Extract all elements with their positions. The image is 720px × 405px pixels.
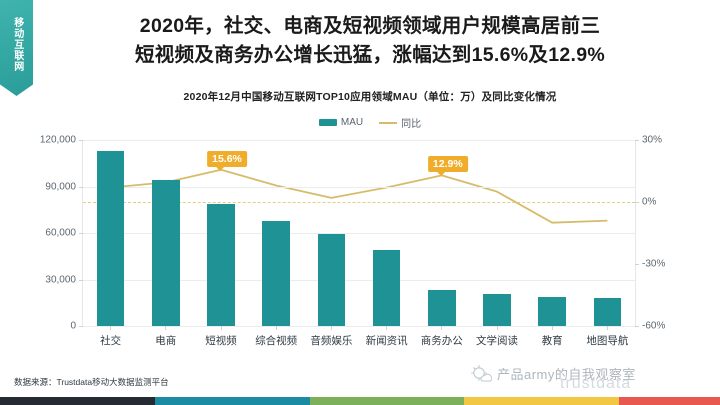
x-axis-category-label: 商务办公: [420, 335, 463, 347]
bar-综合视频[interactable]: [262, 220, 290, 326]
trend-line-path: [110, 168, 608, 224]
title-line-2: 短视频及商务办公增长迅猛，涨幅达到15.6%及12.9%: [135, 44, 605, 67]
y-axis-left-tickmark: [79, 279, 83, 281]
sidebar-category-label: 移动互联网: [11, 16, 23, 72]
bar-教育[interactable]: [538, 296, 566, 326]
bar-社交[interactable]: [96, 150, 125, 326]
y-axis-right-tick-label: -30%: [642, 258, 666, 270]
y-axis-left-tickmark: [79, 326, 83, 327]
x-axis-tickmark: [220, 326, 222, 330]
bar-电商[interactable]: [152, 180, 180, 326]
legend-label: 同比: [401, 119, 422, 130]
y-axis-right-tick-label: -60%: [642, 320, 666, 332]
x-axis-category-label: 社交: [100, 335, 122, 347]
data-label-callout: 15.6%: [207, 150, 247, 171]
bar-地图导航[interactable]: [593, 298, 622, 326]
colorbar-segment: [619, 397, 720, 405]
y-axis-right-tick-label: 0%: [642, 196, 657, 208]
x-axis-tickmark: [275, 326, 277, 330]
legend-item-同比[interactable]: 同比: [379, 115, 421, 130]
chart-subtitle: 2020年12月中国移动互联网TOP10应用领域MAU（单位：万）及同比变化情况: [183, 91, 557, 103]
y-axis-left-tickmark: [79, 186, 83, 188]
x-axis-category-label: 教育: [541, 335, 563, 347]
x-axis-category-label: 文学阅读: [476, 335, 518, 347]
colorbar-segment: [0, 397, 155, 405]
y-axis-right-tickmark: [635, 264, 639, 265]
y-axis-left-tick-label: 30,000: [45, 274, 76, 285]
trend-line-series: [110, 168, 608, 224]
x-axis-category-label: 新闻资讯: [365, 335, 408, 347]
chart-plot-area: 0 30,000 60,000 90,000 120,000 -60% -30% 0% 30% 社…: [40, 135, 666, 348]
bar-短视频[interactable]: [207, 204, 235, 326]
legend-swatch-bar-icon: [318, 119, 337, 126]
bar-音频娱乐[interactable]: [317, 233, 346, 326]
y-gridline: [83, 186, 635, 188]
data-label-callout: 12.9%: [427, 156, 468, 177]
brand-watermark: trustdata: [560, 375, 632, 392]
sidebar-category-tag: 移动互联网: [0, 0, 33, 96]
legend-swatch-line-icon: [379, 121, 398, 124]
x-axis-tickmark: [386, 326, 388, 330]
bar-文学阅读[interactable]: [483, 294, 511, 326]
y-axis-left-tick-label: 60,000: [45, 227, 76, 239]
y-axis-left-tick-label: 120,000: [39, 134, 76, 146]
page-title: 2020年，社交、电商及短视频领域用户规模高居前三 短视频及商务办公增长迅猛，涨…: [70, 12, 670, 71]
y-gridline: [83, 279, 635, 281]
x-axis-category-label: 综合视频: [255, 335, 298, 347]
data-source-note: 数据来源：Trustdata移动大数据监测平台: [14, 377, 169, 387]
x-axis-tickmark: [165, 326, 167, 330]
y-axis-left-tickmark: [79, 140, 83, 141]
x-axis-tickmark: [606, 326, 608, 330]
colorbar-segment: [154, 397, 310, 405]
y-axis-left-tick-label: 0: [70, 320, 76, 332]
watermark: 产品army的自我观察室: [470, 364, 636, 383]
bar-新闻资讯[interactable]: [372, 250, 401, 326]
y-axis-left-tickmark: [79, 233, 83, 234]
y-axis-right-tickmark: [635, 140, 639, 141]
colorbar-segment: [309, 397, 465, 405]
x-axis-category-label: 地图导航: [586, 335, 629, 347]
y-axis-left-tick-label: 90,000: [45, 181, 76, 192]
y-axis-right-tick-label: 30%: [642, 134, 663, 146]
zero-reference-line: [83, 202, 635, 203]
x-axis-category-label: 音频娱乐: [310, 335, 353, 347]
y-gridline: [83, 326, 635, 327]
y-gridline: [83, 140, 635, 141]
y-axis-right-tickmark: [635, 202, 639, 203]
colorbar-segment: [464, 397, 620, 405]
footer-colorbar: [0, 397, 720, 405]
legend-item-MAU[interactable]: MAU: [318, 117, 364, 128]
x-axis-tickmark: [441, 326, 443, 330]
title-line-1: 2020年，社交、电商及短视频领域用户规模高居前三: [139, 15, 601, 37]
bar-商务办公[interactable]: [428, 289, 456, 326]
x-axis-tickmark: [330, 326, 332, 330]
y-axis-right: [635, 140, 636, 326]
y-gridline: [83, 233, 635, 234]
sun-cloud-icon: [471, 364, 492, 381]
x-axis-category-label: 电商: [155, 335, 177, 347]
watermark-text: 产品army的自我观察室: [497, 367, 636, 382]
y-axis-right-tickmark: [635, 326, 639, 327]
legend-label: MAU: [340, 117, 364, 128]
x-axis-category-label: 短视频: [205, 335, 237, 347]
x-axis-tickmark: [551, 326, 553, 330]
x-axis-tickmark: [496, 326, 498, 330]
x-axis-tickmark: [110, 326, 112, 330]
chart-legend: MAU 同比: [70, 115, 670, 130]
